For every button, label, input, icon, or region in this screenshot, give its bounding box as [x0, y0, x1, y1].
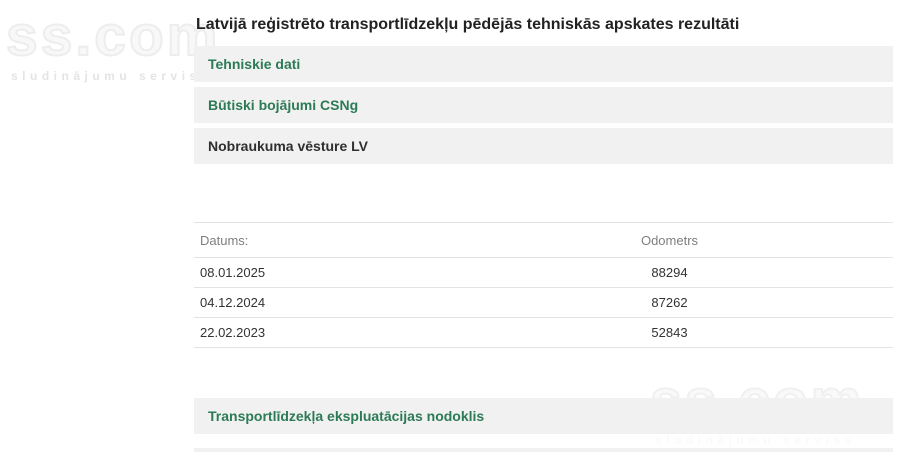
accordion-item-label: Transportlīdzekļa ekspluatācijas nodokli… [208, 408, 485, 424]
accordion-item-ekspluatacijas-nodoklis[interactable]: Transportlīdzekļa ekspluatācijas nodokli… [194, 398, 893, 434]
watermark-brand-logo: ss.com [5, 4, 221, 68]
mileage-history-table: Datums: Odometrs 08.01.2025 88294 04.12.… [194, 222, 893, 348]
page-title: Latvijā reģistrēto transportlīdzekļu pēd… [196, 16, 740, 33]
accordion-item-nobraukuma-vesture[interactable]: Nobraukuma vēsture LV [194, 128, 893, 164]
accordion-item-butiski-bojajumi[interactable]: Būtiski bojājumi CSNg [194, 87, 893, 123]
watermark-top-left: ss.com sludinājumu serviss [5, 4, 221, 83]
date-cell: 04.12.2024 [200, 295, 266, 310]
table-row: 08.01.2025 88294 [194, 258, 893, 288]
odometer-cell: 87262 [651, 295, 688, 310]
accordion-item-label: Būtiski bojājumi CSNg [208, 97, 359, 113]
column-header-odometer: Odometrs [640, 232, 699, 248]
accordion-item-label: Nobraukuma vēsture LV [208, 138, 369, 154]
odometer-cell: 52843 [651, 325, 688, 340]
watermark-tagline: sludinājumu serviss [11, 69, 212, 83]
table-row: 22.02.2023 52843 [194, 318, 893, 348]
odometer-cell: 88294 [651, 265, 688, 280]
accordion-item-label: Tehniskie dati [208, 56, 301, 72]
table-header-row: Datums: Odometrs [194, 222, 893, 258]
accordion-item-tehniskie-dati[interactable]: Tehniskie dati [194, 46, 893, 82]
accordion-item-partial[interactable] [194, 448, 893, 452]
date-cell: 08.01.2025 [200, 265, 266, 280]
main-content: Latvijā reģistrēto transportlīdzekļu pēd… [194, 0, 893, 452]
table-row: 04.12.2024 87262 [194, 288, 893, 318]
date-cell: 22.02.2023 [200, 325, 266, 340]
column-header-date: Datums: [200, 232, 249, 248]
accordion-group: Tehniskie dati Būtiski bojājumi CSNg Nob… [194, 46, 893, 164]
